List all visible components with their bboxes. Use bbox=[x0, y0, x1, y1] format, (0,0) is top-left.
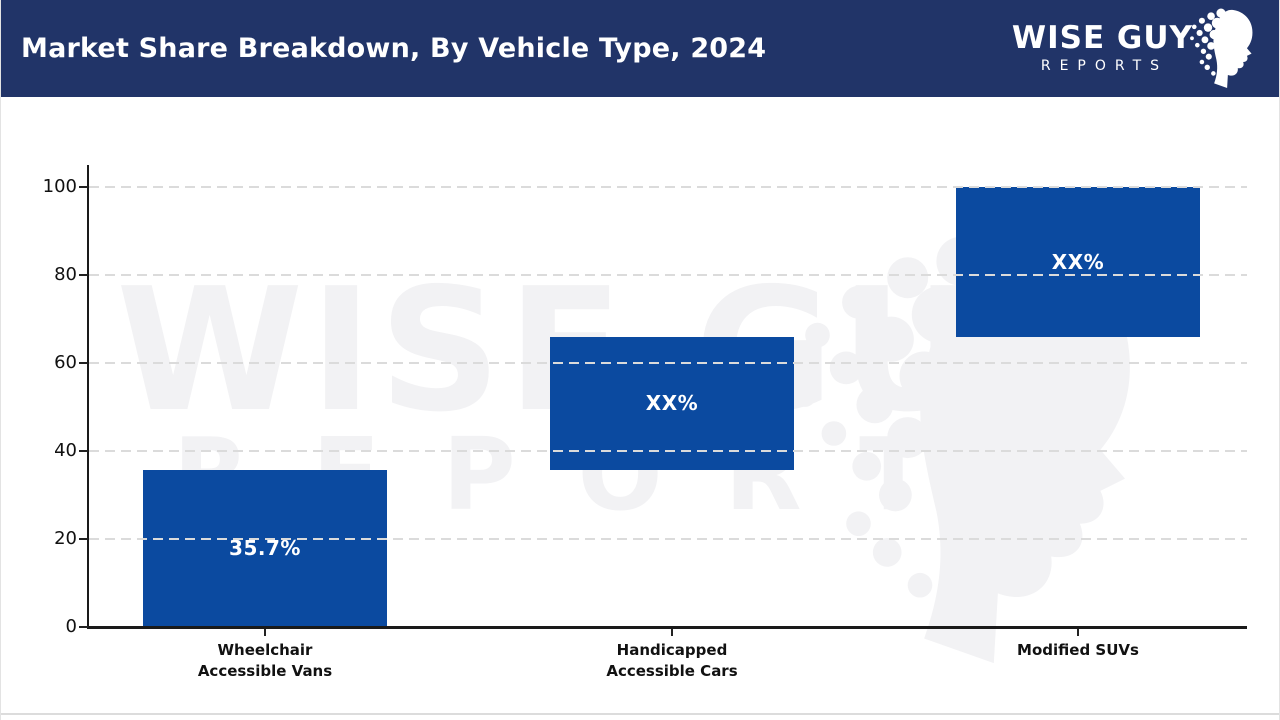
x-tick-mark-3 bbox=[1077, 629, 1079, 636]
bar-segment-2: XX% bbox=[550, 336, 794, 470]
y-tick-mark-60 bbox=[79, 362, 88, 364]
gridline-20 bbox=[89, 538, 1247, 540]
gridline-40 bbox=[89, 450, 1247, 452]
x-category-label-2: Handicapped Accessible Cars bbox=[606, 641, 738, 680]
gridline-60 bbox=[89, 362, 1247, 364]
y-tick-label-40: 40 bbox=[54, 440, 77, 461]
logo-wordmark: WISE GUY REPORTS bbox=[1011, 20, 1193, 75]
chart-title: Market Share Breakdown, By Vehicle Type,… bbox=[21, 33, 767, 64]
bar-segment-3: XX% bbox=[956, 187, 1200, 337]
y-tick-label-60: 60 bbox=[54, 352, 77, 373]
y-tick-label-0: 0 bbox=[65, 616, 77, 637]
bar-value-label: 35.7% bbox=[229, 536, 301, 561]
y-tick-mark-0 bbox=[79, 626, 88, 628]
x-category-label-3: Modified SUVs bbox=[1017, 641, 1139, 659]
wise-guy-logo: WISE GUY REPORTS bbox=[1012, 7, 1269, 91]
y-tick-label-20: 20 bbox=[54, 528, 77, 549]
y-axis-line bbox=[87, 165, 89, 629]
x-axis-line bbox=[87, 626, 1247, 629]
logo-reports-text: REPORTS bbox=[1040, 58, 1169, 74]
gridline-100 bbox=[89, 186, 1247, 188]
gridline-80 bbox=[89, 274, 1247, 276]
x-category-label-1: Wheelchair Accessible Vans bbox=[197, 641, 333, 680]
bar-segment-1: 35.7% bbox=[143, 469, 387, 627]
x-tick-mark-1 bbox=[264, 629, 266, 636]
y-tick-label-80: 80 bbox=[54, 264, 77, 285]
y-tick-mark-40 bbox=[79, 450, 88, 452]
footer-divider bbox=[1, 713, 1279, 715]
y-tick-mark-20 bbox=[79, 538, 88, 540]
y-tick-mark-100 bbox=[79, 186, 88, 188]
bar-value-label: XX% bbox=[645, 391, 699, 416]
x-tick-mark-2 bbox=[671, 629, 673, 636]
bar-value-label: XX% bbox=[1051, 249, 1105, 274]
y-tick-mark-80 bbox=[79, 274, 88, 276]
logo-wise-guy-text: WISE GUY bbox=[1011, 20, 1193, 56]
y-tick-label-100: 100 bbox=[42, 176, 77, 197]
header-band: Market Share Breakdown, By Vehicle Type,… bbox=[1, 0, 1279, 97]
